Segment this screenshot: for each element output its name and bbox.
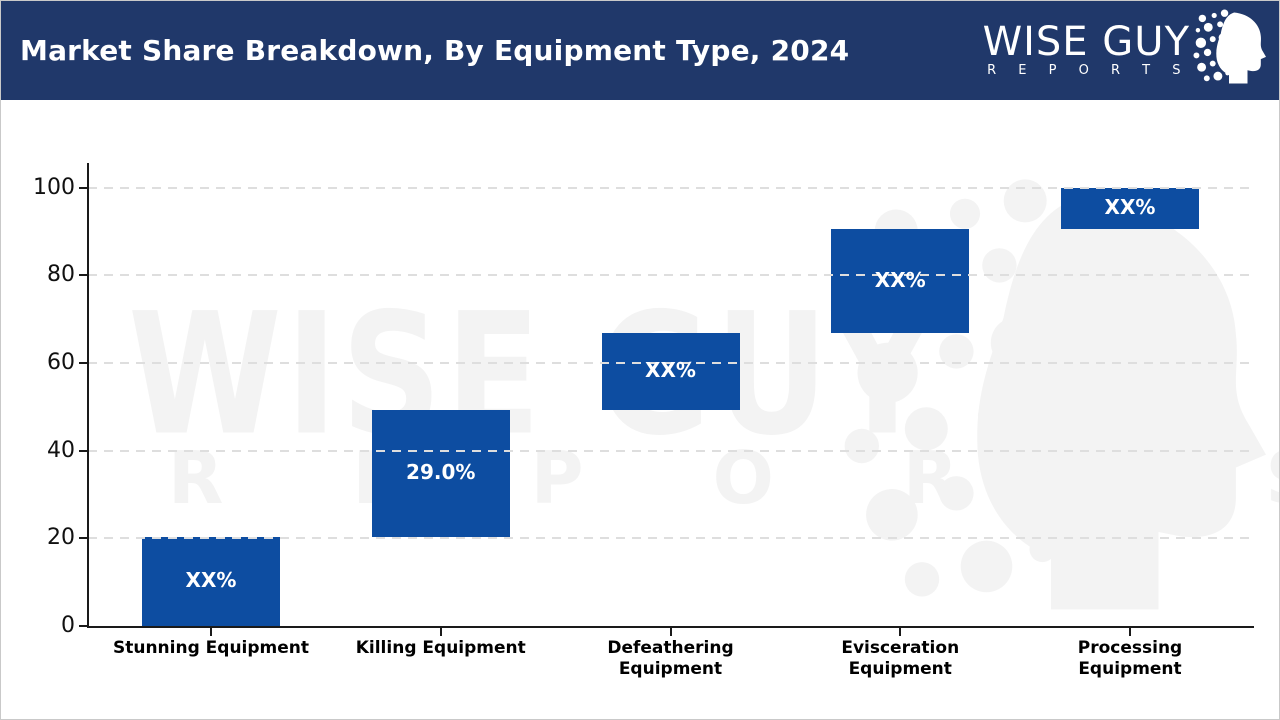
x-tick-mark bbox=[439, 628, 442, 636]
category-label: Stunning Equipment bbox=[112, 638, 310, 658]
y-tick-mark bbox=[79, 186, 88, 189]
gridline bbox=[88, 449, 1253, 452]
y-tick-label: 0 bbox=[61, 613, 75, 638]
bar-value-label: 29.0% bbox=[406, 460, 476, 485]
bar-segment bbox=[1061, 187, 1199, 230]
category-label: Defeathering Equipment bbox=[607, 638, 734, 679]
logo-line2: R E P O R T S bbox=[987, 62, 1190, 78]
y-tick-label: 100 bbox=[33, 174, 75, 200]
category-label: Killing Equipment bbox=[355, 638, 526, 658]
logo-line1: WISE GUY bbox=[982, 18, 1190, 65]
y-tick-label: 60 bbox=[47, 349, 75, 375]
y-tick-mark bbox=[79, 449, 88, 452]
category-label: Processing Equipment bbox=[1077, 638, 1183, 679]
bar-value-label: XX% bbox=[645, 358, 696, 383]
watermark-head-icon bbox=[844, 179, 1266, 610]
gridline bbox=[88, 361, 1253, 364]
y-tick-label: 40 bbox=[47, 437, 75, 463]
category-label: Evisceration Equipment bbox=[841, 638, 960, 679]
y-tick-mark bbox=[79, 361, 88, 364]
gridline bbox=[88, 186, 1253, 189]
y-tick-mark bbox=[79, 537, 88, 540]
bar-segment bbox=[601, 333, 740, 410]
gridline bbox=[88, 537, 1253, 540]
x-tick-mark bbox=[669, 628, 672, 636]
bar-value-label: XX% bbox=[874, 268, 926, 293]
y-tick-label: 20 bbox=[47, 525, 75, 551]
x-tick-mark bbox=[899, 628, 902, 636]
x-axis-spine bbox=[87, 626, 1254, 628]
watermark-text-line1: WISE GUY bbox=[128, 278, 937, 473]
y-tick-mark bbox=[79, 274, 88, 277]
bar-value-label: XX% bbox=[185, 568, 237, 593]
header-bar: Market Share Breakdown, By Equipment Typ… bbox=[0, 0, 1280, 100]
bar-segment bbox=[142, 536, 280, 626]
y-axis-spine bbox=[87, 163, 89, 628]
page-title: Market Share Breakdown, By Equipment Typ… bbox=[20, 33, 850, 67]
logo: WISE GUY R E P O R T S bbox=[983, 6, 1266, 90]
x-tick-mark bbox=[210, 628, 212, 636]
x-tick-mark bbox=[1129, 628, 1131, 636]
logo-text: WISE GUY R E P O R T S bbox=[983, 19, 1190, 78]
bar-segment bbox=[371, 409, 510, 537]
gridline bbox=[88, 274, 1253, 277]
logo-head-icon bbox=[1193, 9, 1266, 84]
y-tick-label: 80 bbox=[47, 262, 75, 288]
plot-area: 0 20 40 60 80 100 XX% Stunning Equipment 29.0% Ki… bbox=[0, 100, 1280, 720]
bar-segment bbox=[831, 229, 970, 334]
bar-value-label: XX% bbox=[1104, 195, 1156, 220]
y-tick-mark bbox=[79, 625, 88, 627]
